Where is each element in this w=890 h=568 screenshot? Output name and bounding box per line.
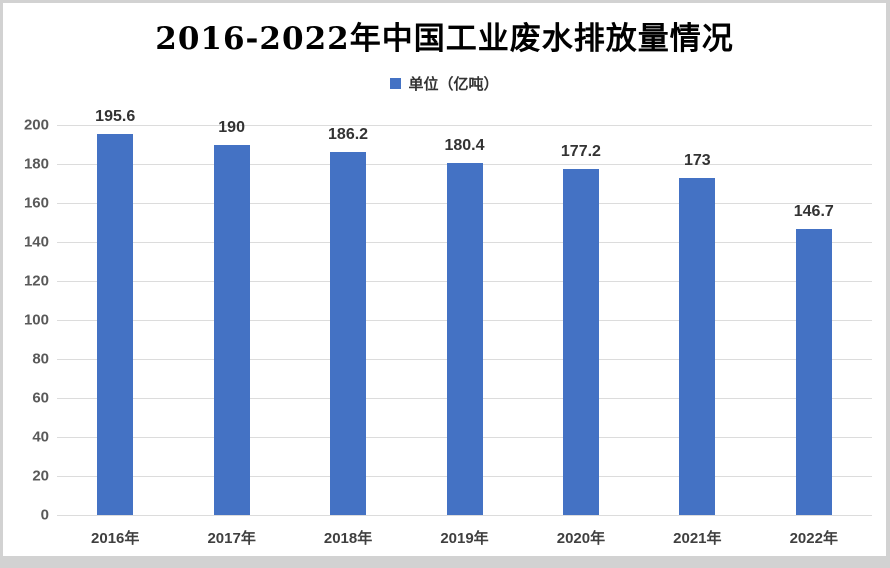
bar-2019 xyxy=(446,163,483,515)
chart-title: 2016-2022年中国工业废水排放量情况 xyxy=(155,21,734,57)
bar-value-label-2020: 177.2 xyxy=(560,143,601,161)
legend-label: 单位（亿吨） xyxy=(408,75,499,93)
legend-marker-square xyxy=(390,78,402,89)
y-axis-tick-label-100: 100 xyxy=(23,311,49,329)
bar-2021 xyxy=(679,177,716,515)
bar-value-label-2022: 146.7 xyxy=(793,202,834,220)
x-axis-label-2021: 2021年 xyxy=(673,530,722,547)
x-axis-label-2022: 2022年 xyxy=(789,530,838,547)
y-axis-tick-label-20: 20 xyxy=(32,467,49,485)
y-axis-tick-label-200: 200 xyxy=(23,116,49,134)
x-axis-label-2018: 2018年 xyxy=(323,530,373,547)
x-axis-label-2020: 2020年 xyxy=(556,530,606,547)
bar-value-label-2021: 173 xyxy=(683,151,711,169)
x-axis-label-2016: 2016年 xyxy=(91,530,140,547)
bar-2017 xyxy=(213,144,250,515)
gridline-0 xyxy=(57,515,872,516)
x-axis-label-2019: 2019年 xyxy=(440,530,489,547)
bar-2022 xyxy=(795,228,832,515)
bar-2020 xyxy=(562,169,599,515)
x-axis-label-2017: 2017年 xyxy=(207,530,256,547)
bar-2018 xyxy=(330,151,367,515)
bar-value-label-2018: 186.2 xyxy=(328,125,369,143)
y-axis-tick-label-120: 120 xyxy=(23,272,49,290)
bar-value-label-2017: 190 xyxy=(218,118,245,136)
y-axis-tick-label-160: 160 xyxy=(23,194,49,212)
y-axis-tick-label-140: 140 xyxy=(23,233,49,251)
y-axis-tick-label-40: 40 xyxy=(32,428,49,446)
chart-area: 2016-2022年中国工业废水排放量情况 单位（亿吨） 0 20 40 60 80 10… xyxy=(3,3,886,556)
y-axis-tick-label-60: 60 xyxy=(32,389,49,407)
bar-2016 xyxy=(97,133,134,515)
bar-value-label-2016: 195.6 xyxy=(95,107,136,125)
plot-area: 0 20 40 60 80 100 120 140 160 180 200 195.6 2016年 190… xyxy=(3,3,886,556)
gridline-200 xyxy=(57,125,872,126)
bar-value-label-2019: 180.4 xyxy=(444,137,485,155)
y-axis-tick-label-80: 80 xyxy=(32,350,49,368)
y-axis-tick-label-0: 0 xyxy=(40,506,49,524)
legend: 单位（亿吨） xyxy=(3,73,886,94)
y-axis-tick-label-180: 180 xyxy=(23,155,49,173)
